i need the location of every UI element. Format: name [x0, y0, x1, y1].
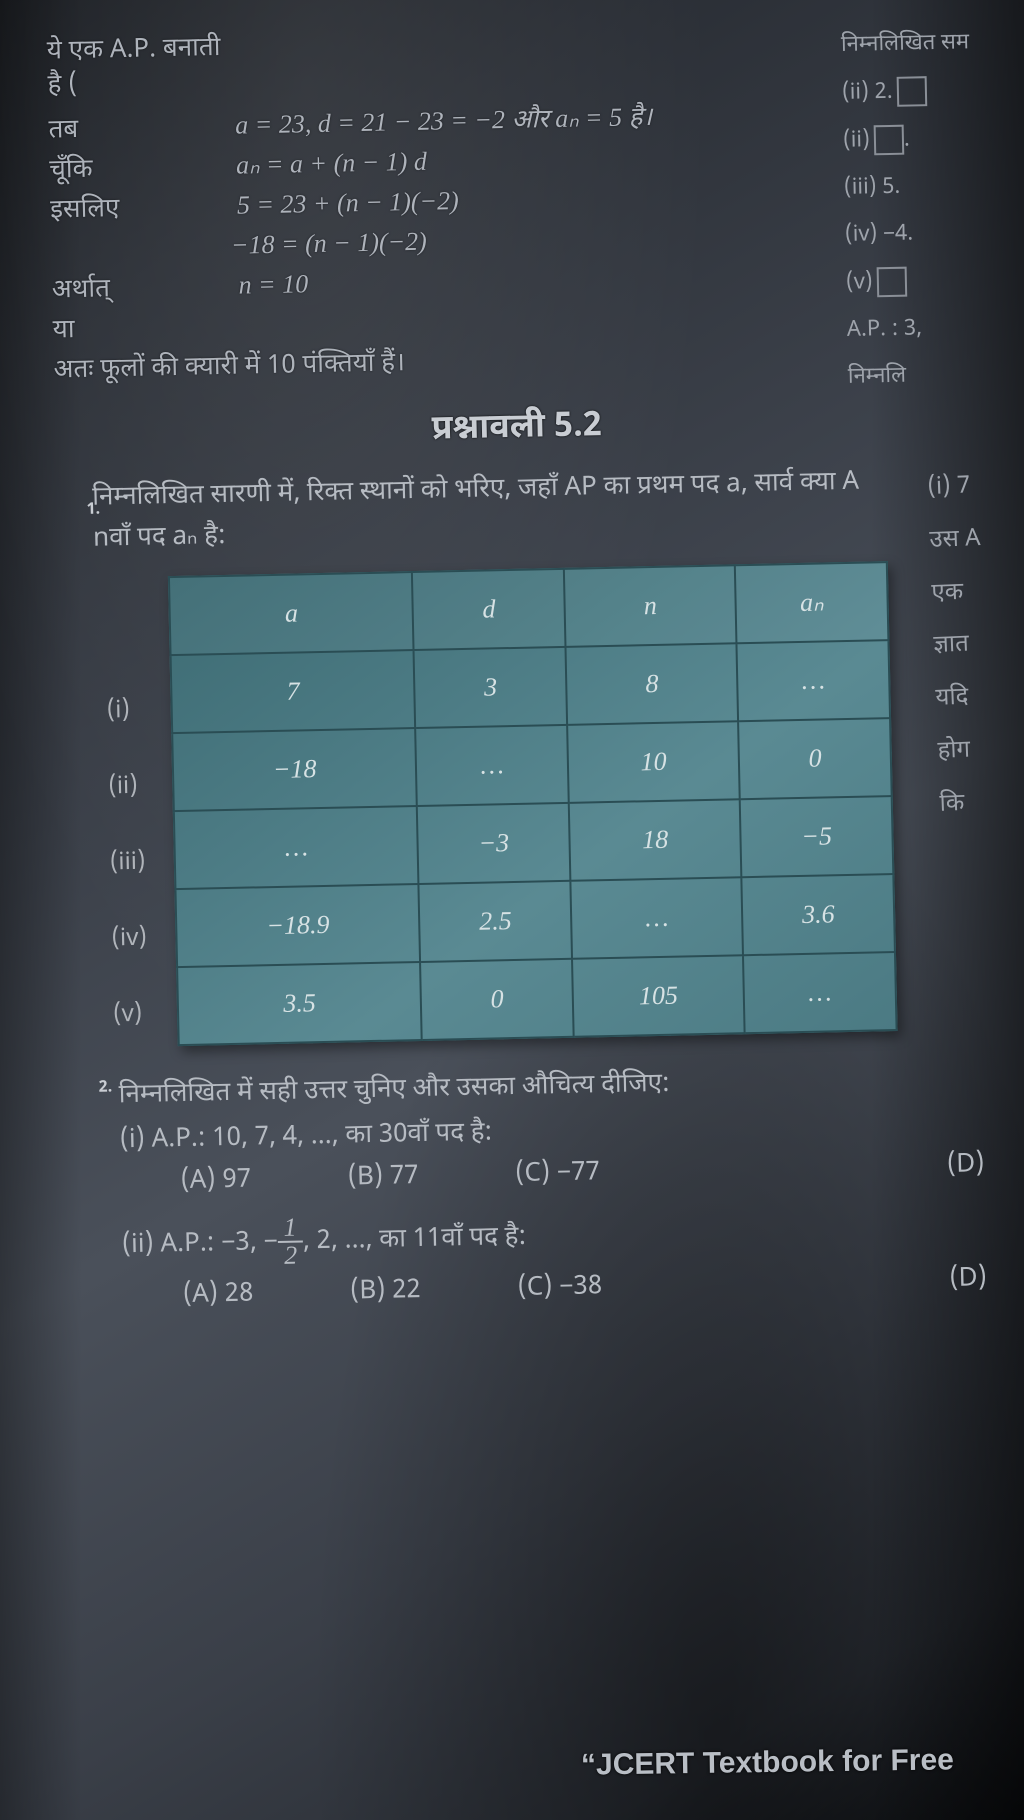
- sub-text-suffix: , 2, …, का 11वाँ पद है:: [303, 1221, 527, 1260]
- option-c: (C) −38: [517, 1270, 602, 1306]
- fraction: 12: [277, 1215, 303, 1270]
- worked-example: ये एक A.P. बनाती है ( तब a = 23, d = 21 …: [47, 16, 978, 388]
- options-row: (A) 97 (B) 77 (C) −77 (D): [180, 1148, 995, 1199]
- frag-ii: (ii).: [843, 123, 984, 156]
- question-number: 2.: [98, 1077, 112, 1098]
- sub-text: A.P.: 10, 7, 4, …, का 30वाँ पद है:: [151, 1117, 492, 1158]
- footer-watermark: “JCERT Textbook for Free: [581, 1743, 954, 1782]
- text-label: चूँकि: [49, 151, 230, 189]
- option-d: (D): [949, 1262, 987, 1297]
- question-intro: निम्नलिखित में सही उत्तर चुनिए और उसका औ…: [118, 1059, 983, 1116]
- frag-nimn: निम्नलि: [848, 360, 989, 392]
- sub-question-ii: (ii) A.P.: −3, −12, 2, …, का 11वाँ पद है…: [121, 1200, 996, 1272]
- frag-ap3: A.P. : 3,: [847, 313, 988, 345]
- frag-iii: (iii) 5.: [844, 171, 985, 203]
- options-row: (A) 28 (B) 22 (C) −38 (D): [183, 1262, 998, 1313]
- table-row: −18 … 10 0: [172, 718, 891, 811]
- col-header-a: a: [169, 572, 414, 655]
- sub-label: (ii): [122, 1229, 155, 1264]
- row-label: (v): [112, 977, 149, 1054]
- frag-iv: (iv) −4.: [845, 218, 986, 250]
- checkbox-icon: [896, 76, 927, 107]
- option-a: (A) 97: [180, 1164, 251, 1199]
- row-label: (iii): [109, 825, 146, 902]
- row-label: (iv): [111, 901, 148, 978]
- option-c: (C) −77: [515, 1156, 600, 1192]
- col-header-n: n: [564, 565, 737, 647]
- col-header-an: aₙ: [735, 562, 888, 643]
- checkbox-icon: [876, 267, 907, 298]
- option-b: (B) 77: [347, 1160, 418, 1195]
- text-label: तब: [48, 111, 229, 149]
- table-row: 3.5 0 105 …: [177, 952, 896, 1045]
- text-label: अर्थात्: [52, 271, 233, 309]
- equation: aₙ = a + (n − 1) d: [236, 147, 427, 180]
- question-2: 2. निम्नलिखित में सही उत्तर चुनिए और उसक…: [68, 1059, 997, 1315]
- table-row: −18.9 2.5 … 3.6: [175, 874, 894, 967]
- checkbox-icon: [874, 125, 905, 156]
- row-label: (ii): [108, 749, 145, 826]
- equation: n = 10: [238, 269, 308, 299]
- textbook-page: निम्नलिखित सम (ii) 2. (ii). (iii) 5. (iv…: [0, 0, 1024, 1355]
- col-header-d: d: [412, 569, 565, 650]
- question-number: 1.: [86, 500, 100, 521]
- option-b: (B) 22: [350, 1274, 421, 1309]
- sub-text-prefix: A.P.: −3, −: [160, 1226, 278, 1262]
- question-1: 1. निम्नलिखित सारणी में, रिक्त स्थानों क…: [56, 461, 992, 1048]
- sub-label: (i): [119, 1124, 145, 1159]
- text-label: ये एक A.P. बनाती है (: [47, 32, 228, 104]
- row-labels: (i) (ii) (iii) (iv) (v): [106, 673, 150, 1054]
- exercise-title: प्रश्नावली 5.2: [55, 397, 980, 460]
- option-a: (A) 28: [183, 1278, 254, 1313]
- text-label: या: [52, 311, 233, 349]
- equation: −18 = (n − 1)(−2): [231, 227, 427, 260]
- frag-ii2: (ii) 2.: [842, 75, 983, 108]
- row-label: (i): [106, 673, 143, 750]
- frag-top: निम्नलिखित सम: [841, 28, 982, 60]
- table-row: … −3 18 −5: [174, 796, 893, 889]
- table-row: 7 3 8 …: [171, 640, 890, 733]
- ap-table: a d n aₙ 7 3 8 … −18 …: [168, 561, 898, 1046]
- equation: a = 23, d = 21 − 23 = −2 और aₙ = 5 है।: [235, 102, 653, 140]
- table-header-row: a d n aₙ: [169, 562, 888, 655]
- equation: 5 = 23 + (n − 1)(−2): [237, 186, 459, 220]
- right-margin-fragments: निम्नलिखित सम (ii) 2. (ii). (iii) 5. (iv…: [840, 10, 988, 410]
- frag-v: (v): [846, 265, 987, 298]
- option-d: (D): [947, 1148, 985, 1183]
- text-label: इसलिए: [50, 191, 231, 229]
